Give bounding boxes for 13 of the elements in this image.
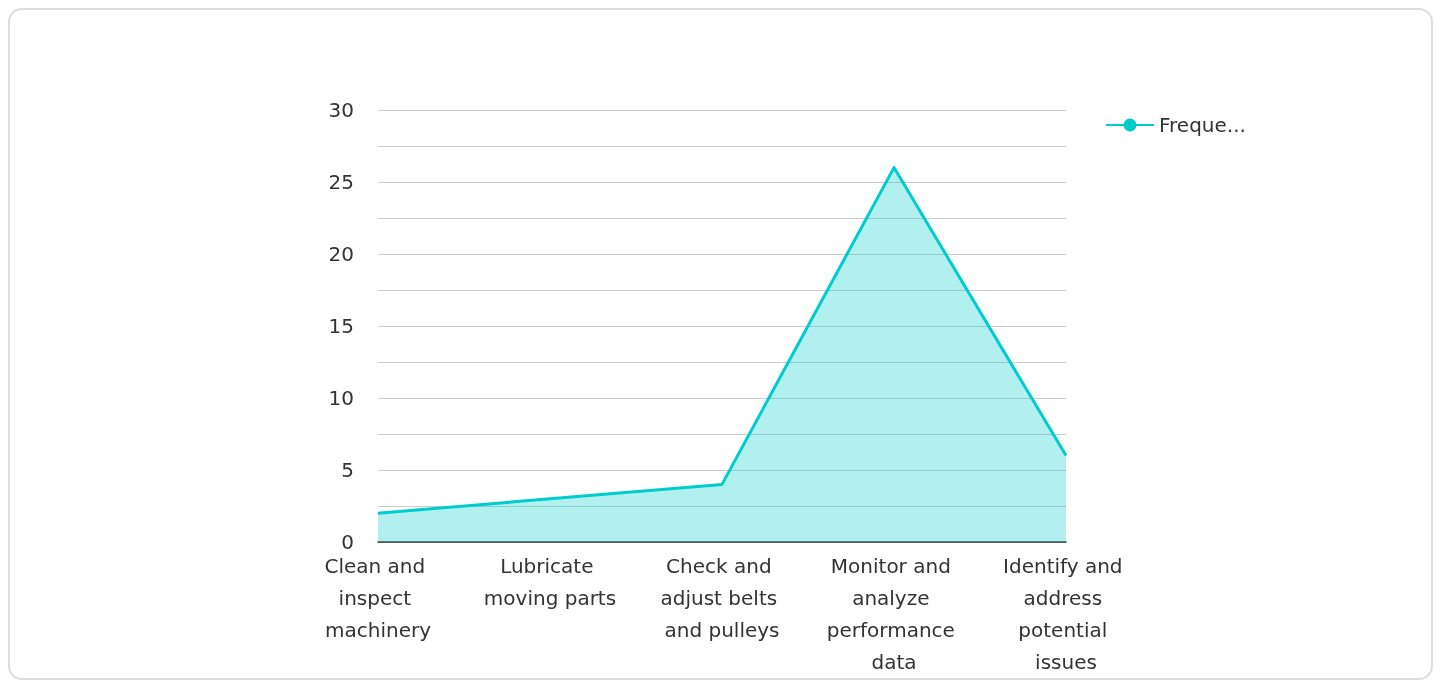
x-tick-label: Lubricate moving parts (483, 554, 617, 610)
y-tick-label: 0 (341, 530, 354, 554)
legend-label: Freque... (1159, 113, 1246, 137)
y-tick-label: 5 (341, 458, 354, 482)
x-tick-label: Check and adjust belts and pulleys (660, 554, 784, 642)
x-tick-label: Identify and address potential issues (1003, 554, 1129, 674)
x-tick-label: Clean and inspect machinery (324, 554, 432, 642)
y-tick-label: 25 (328, 170, 354, 194)
y-tick-label: 10 (328, 386, 354, 410)
x-tick-label: Monitor and analyze performance data (826, 554, 962, 674)
y-tick-label: 30 (328, 98, 354, 122)
y-tick-label: 20 (328, 242, 354, 266)
y-tick-label: 15 (328, 314, 354, 338)
